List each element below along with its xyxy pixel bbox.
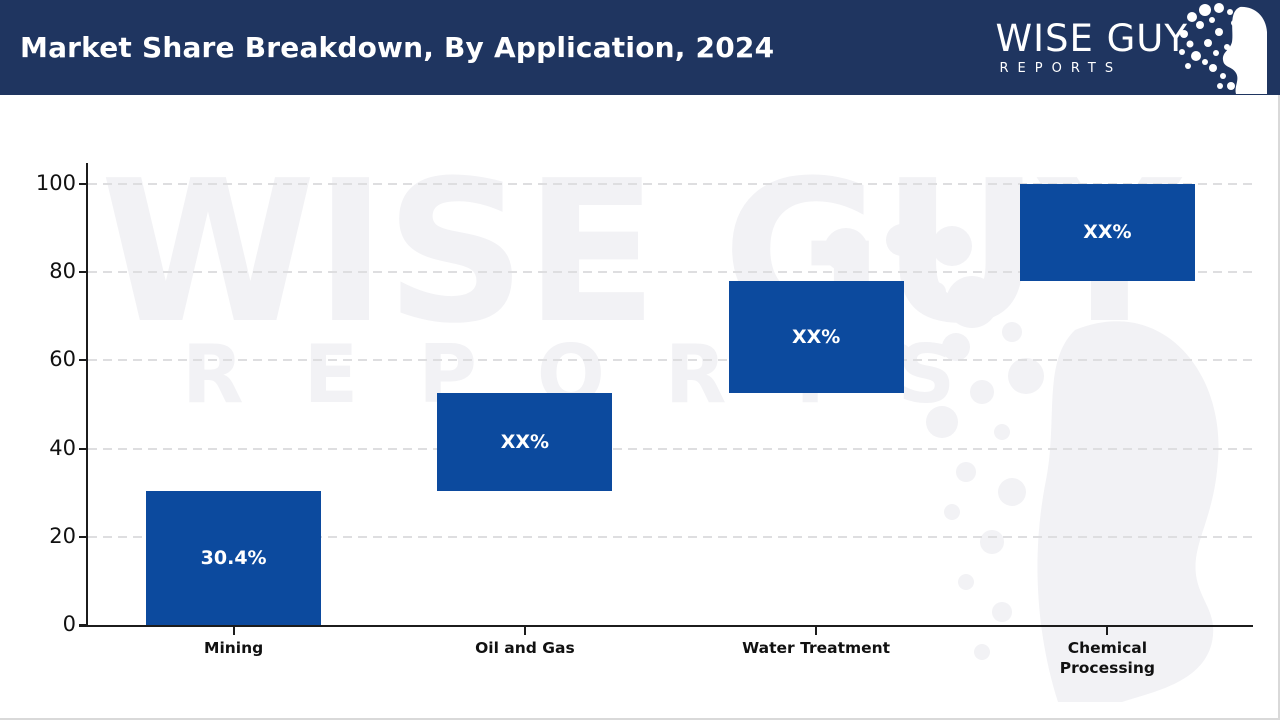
y-tick-label: 20 <box>49 523 76 548</box>
y-tick-label: 60 <box>49 347 76 372</box>
y-gridline <box>88 183 1253 185</box>
y-gridline <box>88 447 1253 450</box>
y-tick-label: 80 <box>49 259 76 284</box>
y-tick-mark <box>79 183 88 185</box>
y-gridline <box>88 535 1253 538</box>
y-tick-label: 40 <box>49 435 76 460</box>
bar-value-label: XX% <box>500 430 550 453</box>
page-title: Market Share Breakdown, By Application, … <box>20 31 775 64</box>
x-category-label: Water Treatment <box>742 639 891 657</box>
y-tick-mark <box>79 359 88 362</box>
y-gridline <box>88 271 1253 274</box>
y-tick-mark <box>79 447 88 450</box>
y-axis-line <box>86 163 88 627</box>
x-tick-mark <box>232 627 235 635</box>
x-axis-line <box>79 625 1253 627</box>
logo-subtitle: REPORTS <box>999 60 1123 76</box>
waterfall-bar: XX% <box>728 280 904 393</box>
x-tick-mark <box>1106 627 1109 635</box>
bar-value-label: XX% <box>791 325 841 348</box>
y-tick-mark <box>79 535 88 538</box>
waterfall-bar: XX% <box>437 392 613 491</box>
bar-value-label: 30.4% <box>200 546 267 569</box>
waterfall-bar: XX% <box>1019 184 1195 281</box>
y-tick-mark <box>79 271 88 274</box>
y-tick-label: 100 <box>35 171 76 196</box>
header-bar: Market Share Breakdown, By Application, … <box>0 0 1280 95</box>
x-category-label: Chemical Processing <box>1059 639 1155 678</box>
y-tick-label: 0 <box>62 612 76 637</box>
logo-text: WISE GUY REPORTS <box>996 20 1188 76</box>
bar-value-label: XX% <box>1083 221 1132 244</box>
dotted-face-icon <box>1179 2 1267 94</box>
x-category-label: Oil and Gas <box>475 639 575 657</box>
x-category-label: Mining <box>204 639 264 657</box>
x-tick-mark <box>523 627 526 635</box>
logo-wordmark: WISE GUY <box>995 16 1188 60</box>
waterfall-bar: 30.4% <box>146 490 322 625</box>
y-gridline <box>88 359 1253 362</box>
x-tick-mark <box>815 627 818 635</box>
wise-guy-logo: WISE GUY REPORTS <box>996 2 1280 94</box>
